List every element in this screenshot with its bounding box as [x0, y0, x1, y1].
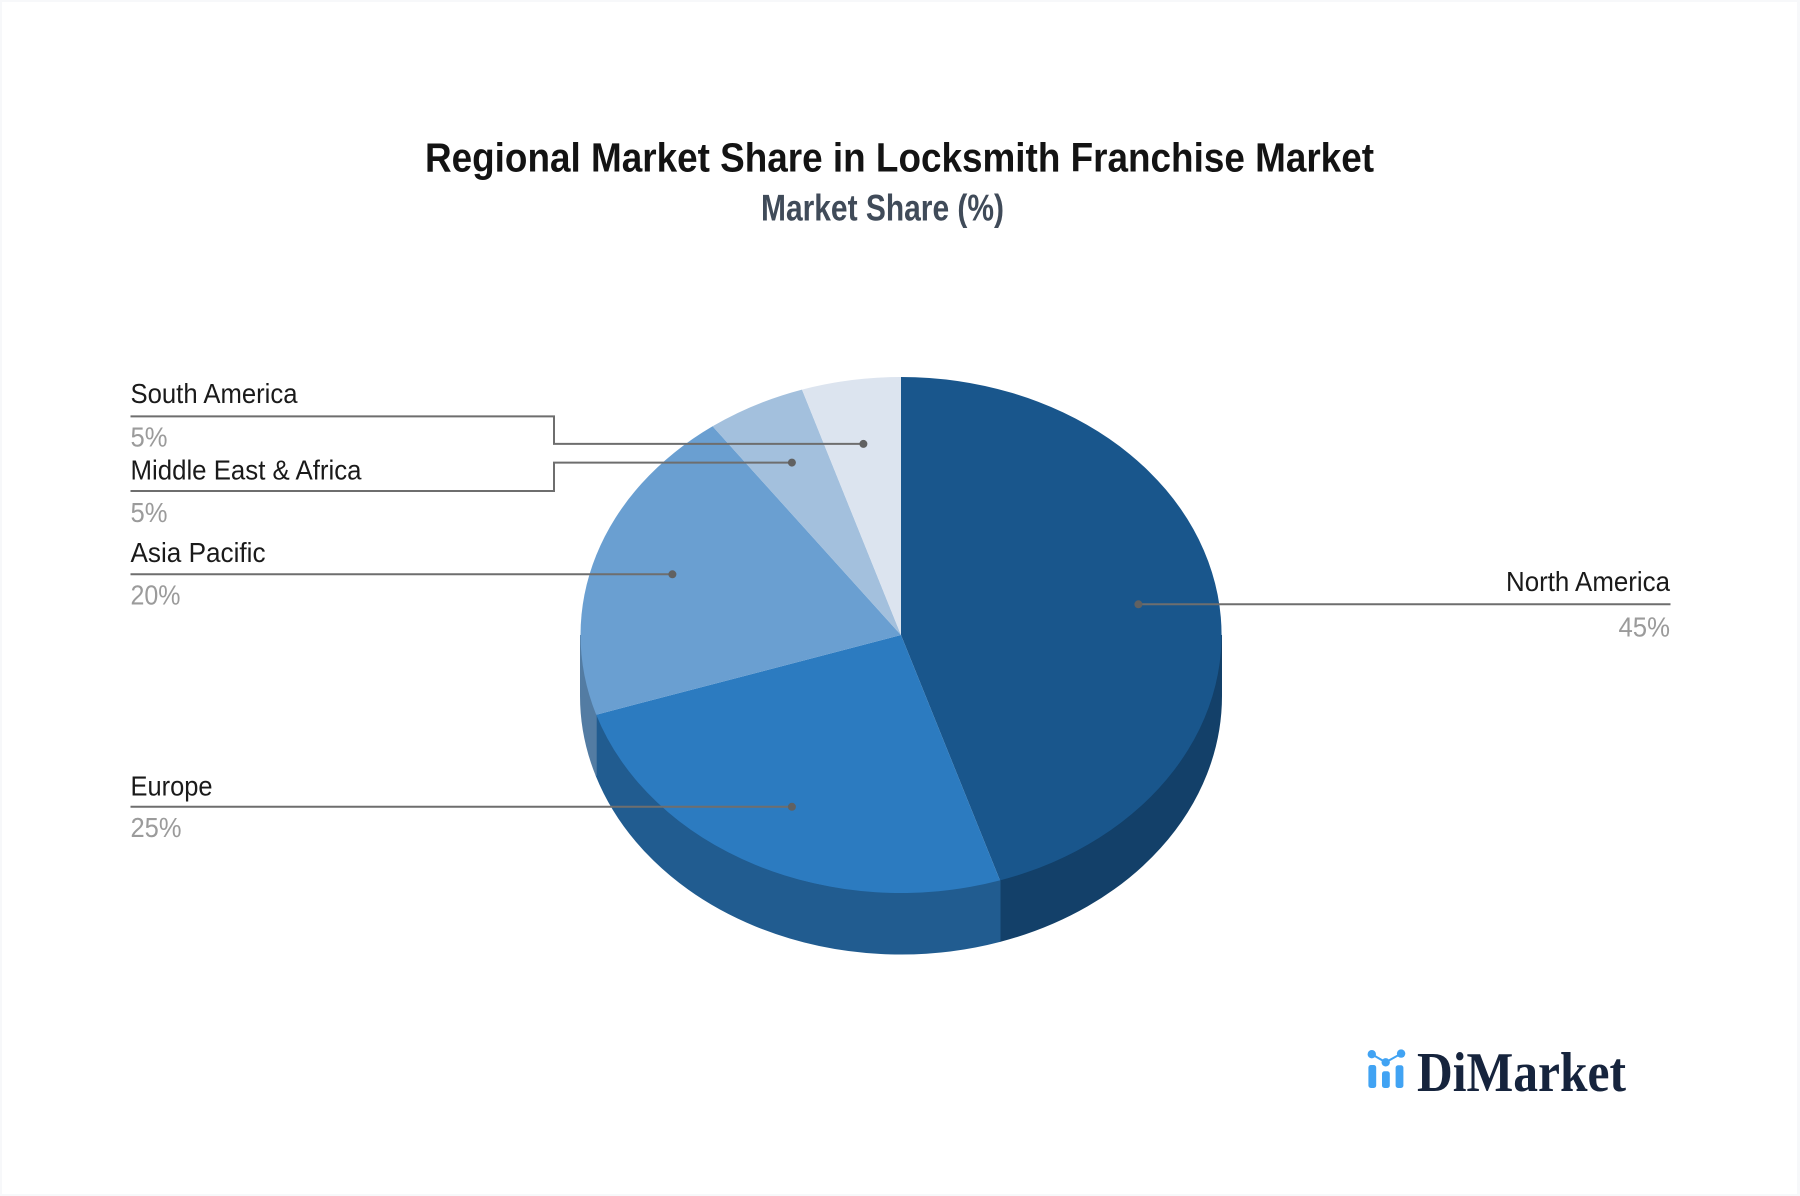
svg-text:45%: 45%: [1619, 612, 1671, 643]
svg-text:North America: North America: [1506, 566, 1670, 597]
svg-text:5%: 5%: [131, 422, 168, 453]
svg-text:25%: 25%: [131, 812, 182, 843]
svg-text:DiMarket: DiMarket: [1417, 1042, 1626, 1104]
svg-text:20%: 20%: [131, 580, 181, 611]
svg-text:Asia Pacific: Asia Pacific: [131, 537, 266, 568]
svg-text:Regional Market Share in Locks: Regional Market Share in Locksmith Franc…: [425, 135, 1374, 181]
svg-text:Middle East & Africa: Middle East & Africa: [131, 455, 362, 486]
svg-text:5%: 5%: [131, 497, 168, 528]
svg-text:Europe: Europe: [131, 771, 213, 802]
svg-text:Market Share (%): Market Share (%): [761, 188, 1004, 229]
svg-text:South America: South America: [131, 378, 298, 409]
